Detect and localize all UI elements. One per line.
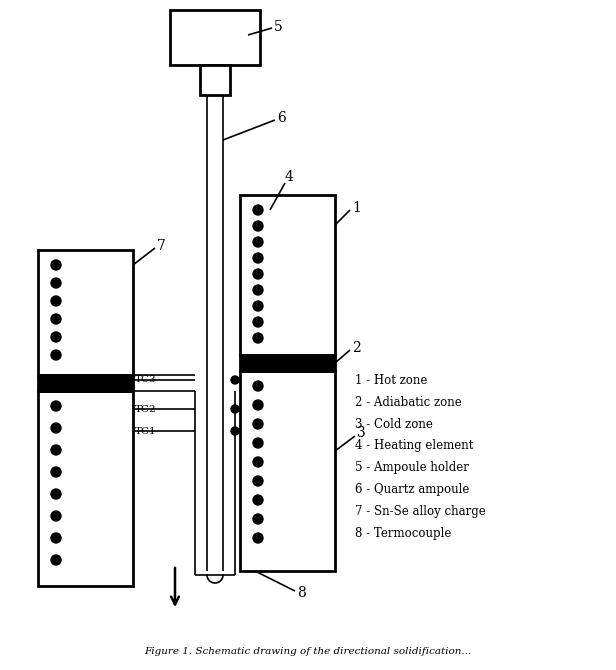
Circle shape <box>51 350 61 360</box>
Circle shape <box>253 285 263 295</box>
Text: TC2: TC2 <box>135 405 156 413</box>
Text: Figure 1. Schematic drawing of the directional solidification...: Figure 1. Schematic drawing of the direc… <box>144 647 472 657</box>
Circle shape <box>253 221 263 231</box>
Circle shape <box>51 296 61 306</box>
Circle shape <box>253 317 263 327</box>
Circle shape <box>253 419 263 429</box>
Text: 7 - Sn-Se alloy charge: 7 - Sn-Se alloy charge <box>355 505 486 519</box>
Circle shape <box>51 555 61 565</box>
Circle shape <box>253 533 263 543</box>
Circle shape <box>51 314 61 324</box>
Bar <box>38 391 133 586</box>
Circle shape <box>231 427 239 435</box>
Text: 7: 7 <box>157 239 166 253</box>
Bar <box>240 195 335 355</box>
Circle shape <box>253 457 263 467</box>
Text: 6 - Quartz ampoule: 6 - Quartz ampoule <box>355 484 469 496</box>
Circle shape <box>51 511 61 521</box>
Text: 1: 1 <box>352 201 361 215</box>
Circle shape <box>51 401 61 411</box>
Circle shape <box>51 467 61 477</box>
Text: 5 - Ampoule holder: 5 - Ampoule holder <box>355 462 469 474</box>
Text: 3 - Cold zone: 3 - Cold zone <box>355 417 433 431</box>
Circle shape <box>51 260 61 270</box>
Circle shape <box>51 533 61 543</box>
Circle shape <box>253 438 263 448</box>
Circle shape <box>51 423 61 433</box>
Bar <box>240 355 335 371</box>
Circle shape <box>51 332 61 342</box>
Circle shape <box>51 445 61 455</box>
Circle shape <box>51 489 61 499</box>
Circle shape <box>253 301 263 311</box>
Text: 8 - Termocouple: 8 - Termocouple <box>355 527 452 541</box>
Text: 2 - Adiabatic zone: 2 - Adiabatic zone <box>355 395 462 409</box>
Circle shape <box>253 476 263 486</box>
Text: TC3: TC3 <box>135 375 156 385</box>
Circle shape <box>253 333 263 343</box>
Bar <box>38 375 133 391</box>
Bar <box>38 250 133 375</box>
Circle shape <box>51 278 61 288</box>
Bar <box>200 65 230 95</box>
Circle shape <box>253 514 263 524</box>
Circle shape <box>253 400 263 410</box>
Circle shape <box>253 381 263 391</box>
Text: 8: 8 <box>297 586 306 600</box>
Circle shape <box>253 269 263 279</box>
Circle shape <box>253 253 263 263</box>
Circle shape <box>253 495 263 505</box>
Text: 1 - Hot zone: 1 - Hot zone <box>355 373 428 387</box>
Circle shape <box>253 237 263 247</box>
Bar <box>170 10 260 65</box>
Text: 4 - Heating element: 4 - Heating element <box>355 440 473 452</box>
Bar <box>240 371 335 571</box>
Text: 4: 4 <box>285 170 294 184</box>
Circle shape <box>231 405 239 413</box>
Text: TC1: TC1 <box>135 427 156 436</box>
Text: 5: 5 <box>274 20 283 34</box>
Text: 3: 3 <box>357 426 366 440</box>
Text: 6: 6 <box>277 111 286 125</box>
Circle shape <box>231 376 239 384</box>
Text: 2: 2 <box>352 341 361 355</box>
Circle shape <box>253 205 263 215</box>
